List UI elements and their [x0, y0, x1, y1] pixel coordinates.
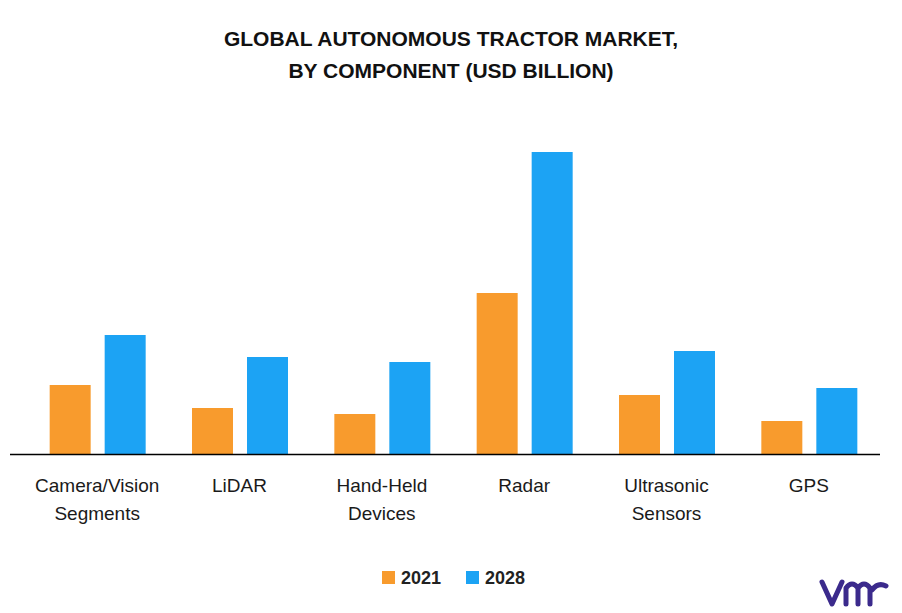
legend: 2021 2028	[382, 568, 525, 588]
category-label: Radar	[498, 475, 550, 496]
bar	[477, 293, 518, 454]
title-line: GLOBAL AUTONOMOUS TRACTOR MARKET,	[224, 27, 678, 50]
category-label: LiDAR	[212, 475, 267, 496]
category-label-line: Devices	[348, 503, 416, 524]
bar	[247, 357, 288, 454]
chart: GLOBAL AUTONOMOUS TRACTOR MARKET, BY COMP…	[0, 0, 902, 613]
category-label-line: LiDAR	[212, 475, 267, 496]
category-label: Ultrasonic Sensors	[624, 475, 708, 524]
legend-label: 2021	[401, 568, 441, 588]
category-label: Hand-Held Devices	[336, 475, 427, 524]
category-label: Camera/Vision Segments	[35, 475, 159, 524]
bar	[674, 351, 715, 454]
bar	[50, 385, 91, 454]
title: GLOBAL AUTONOMOUS TRACTOR MARKET, BY COMP…	[224, 27, 678, 82]
bar	[619, 395, 660, 454]
bar	[761, 421, 802, 454]
category-label-line: Camera/Vision	[35, 475, 159, 496]
legend-swatch	[382, 571, 395, 584]
bar	[389, 362, 430, 454]
bar	[105, 335, 146, 454]
category-label-line: Ultrasonic	[624, 475, 708, 496]
bar	[532, 152, 573, 454]
category-label-line: Sensors	[632, 503, 702, 524]
bar	[192, 408, 233, 454]
title-line: BY COMPONENT (USD BILLION)	[288, 59, 613, 82]
bar	[816, 388, 857, 454]
category-label-line: GPS	[789, 475, 829, 496]
legend-label: 2028	[485, 568, 525, 588]
logo-mark	[822, 582, 886, 604]
category-label-line: Hand-Held	[336, 475, 427, 496]
bar	[334, 414, 375, 454]
logo	[822, 582, 886, 604]
bars	[50, 152, 858, 454]
category-label-line: Segments	[54, 503, 140, 524]
legend-swatch	[466, 571, 479, 584]
category-label-line: Radar	[498, 475, 550, 496]
category-label: GPS	[789, 475, 829, 496]
x-axis-line	[10, 454, 880, 456]
